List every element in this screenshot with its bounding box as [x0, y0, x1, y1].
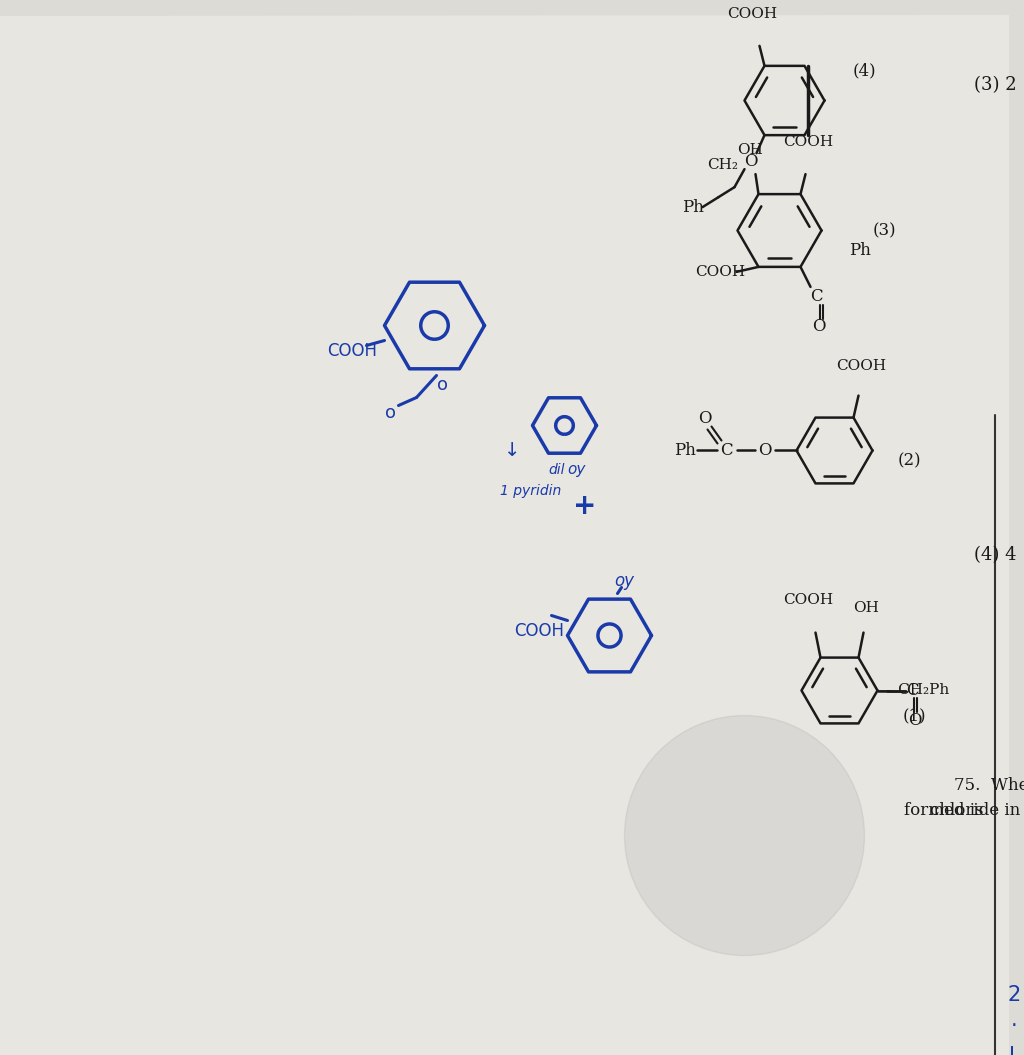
Text: 75.  When salicylic acid is treated with benzoyl: 75. When salicylic acid is treated with … [954, 776, 1024, 794]
Text: (4) 4: (4) 4 [975, 546, 1017, 564]
Text: ↓: ↓ [504, 441, 520, 460]
Text: COOH: COOH [514, 621, 564, 639]
Text: (3): (3) [872, 222, 896, 239]
Text: Ph: Ph [849, 242, 870, 258]
Text: +: + [572, 492, 596, 519]
Text: OH: OH [854, 600, 880, 615]
Text: L: L [1009, 1046, 1020, 1055]
Text: (2): (2) [898, 452, 922, 469]
Text: COOH: COOH [837, 359, 887, 372]
Text: COOH: COOH [727, 7, 777, 21]
Text: Ph: Ph [682, 198, 703, 215]
Text: O: O [697, 410, 712, 427]
Circle shape [625, 715, 864, 956]
Text: o: o [385, 404, 396, 422]
Text: O: O [743, 153, 758, 170]
Text: oy: oy [567, 462, 586, 477]
Text: Ph: Ph [674, 442, 695, 459]
Text: 1 pyridin: 1 pyridin [500, 483, 561, 498]
Text: COOH: COOH [783, 593, 834, 607]
Text: (1): (1) [903, 707, 927, 724]
Text: (4): (4) [853, 62, 877, 79]
Text: O: O [812, 319, 825, 335]
Text: chloride in presence of  pyridine,  the  product: chloride in presence of pyridine, the pr… [930, 802, 1024, 819]
Text: C: C [720, 442, 733, 459]
Text: COOH: COOH [783, 135, 834, 149]
Text: COOH: COOH [695, 265, 745, 279]
Text: COOH: COOH [328, 342, 378, 360]
Text: dil: dil [548, 462, 565, 477]
Text: CH₂: CH₂ [707, 158, 738, 172]
Text: formed is: formed is [904, 802, 984, 819]
Text: o: o [437, 377, 449, 395]
Text: O: O [758, 442, 771, 459]
Text: oy: oy [614, 572, 635, 590]
Text: C: C [906, 682, 919, 699]
Text: (3) 2: (3) 2 [975, 77, 1017, 95]
Text: .: . [1011, 1011, 1018, 1031]
Text: OH: OH [737, 143, 764, 157]
Text: C: C [810, 288, 823, 305]
Text: — CH₂Ph: — CH₂Ph [878, 684, 949, 697]
Text: O: O [907, 712, 922, 729]
Text: 2: 2 [1008, 985, 1021, 1005]
